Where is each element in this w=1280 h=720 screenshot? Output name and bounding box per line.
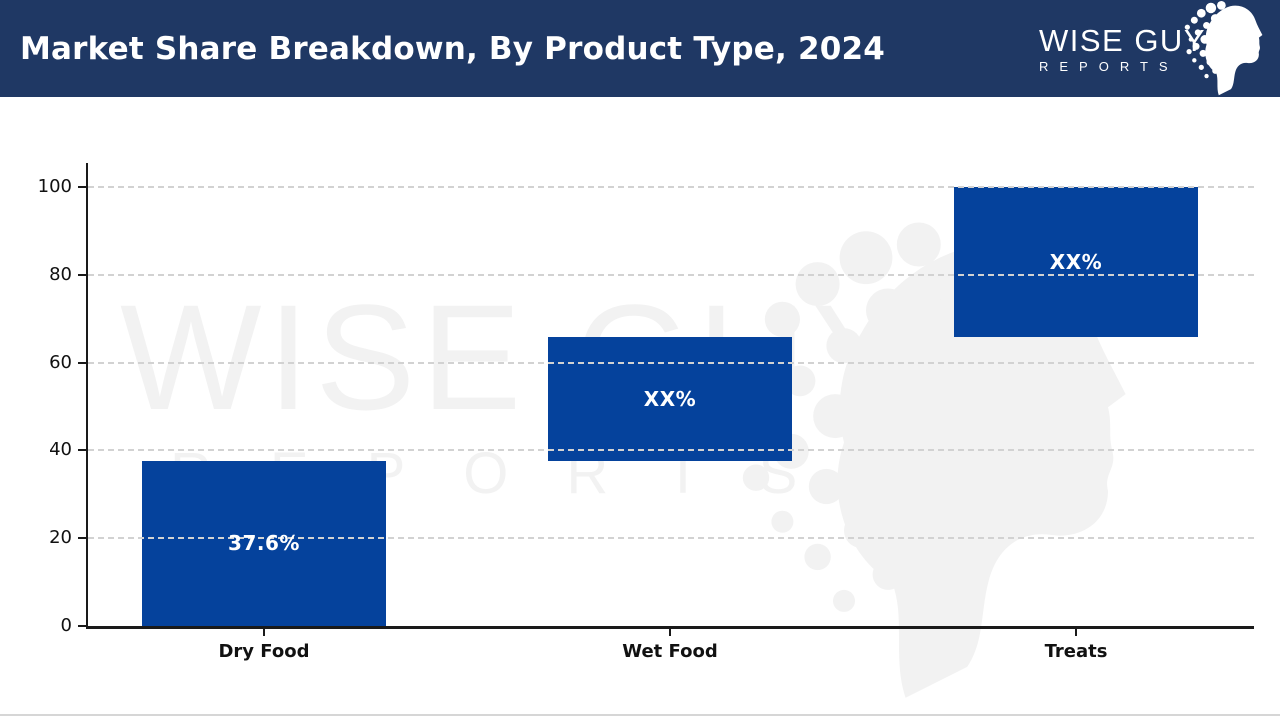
- logo-wordmark: WISE GUY REPORTS: [1039, 25, 1206, 73]
- x-tick-dry-food: [263, 629, 265, 636]
- y-tick-20: [78, 537, 86, 540]
- y-axis-tick-label-60: 60: [49, 351, 72, 373]
- header-banner: Market Share Breakdown, By Product Type,…: [0, 0, 1280, 97]
- bar-value-label-wet-food: XX%: [643, 387, 697, 412]
- y-tick-100: [78, 186, 86, 188]
- y-axis-tick-label-80: 80: [49, 263, 72, 285]
- chart-canvas: WISE GUY REPORTS 37.6% XX% XX% 0 20 40 60 80 100…: [0, 97, 1280, 720]
- x-tick-treats: [1075, 629, 1077, 636]
- y-gridline-100: [88, 186, 1254, 188]
- y-axis-tick-label-100: 100: [37, 176, 72, 197]
- y-axis-tick-label-20: 20: [49, 527, 72, 549]
- y-gridline-40: [88, 449, 1254, 452]
- bar-dry-food: [142, 460, 386, 626]
- y-axis-tick-label-0: 0: [60, 615, 72, 636]
- bar-wet-food: [548, 337, 792, 461]
- bar-value-label-treats: XX%: [1049, 250, 1103, 275]
- x-axis-line: [86, 626, 1254, 629]
- y-gridline-80: [88, 273, 1254, 276]
- category-label-dry-food: Dry Food: [218, 641, 310, 662]
- logo-line1: WISE GUY: [1038, 22, 1206, 58]
- logo-face-icon: [1184, 0, 1263, 95]
- y-gridline-20: [88, 537, 1254, 540]
- y-gridline-60: [88, 361, 1254, 364]
- y-tick-0: [78, 625, 86, 627]
- chart-title: Market Share Breakdown, By Product Type,…: [20, 30, 886, 67]
- y-axis-tick-label-40: 40: [49, 439, 72, 461]
- y-tick-80: [78, 273, 86, 276]
- x-tick-wet-food: [669, 629, 671, 636]
- y-tick-40: [78, 449, 86, 452]
- y-axis-line: [86, 163, 88, 629]
- category-label-treats: Treats: [1044, 641, 1108, 662]
- bar-treats: [954, 187, 1198, 338]
- category-label-wet-food: Wet Food: [622, 641, 718, 662]
- logo-line2: REPORTS: [1038, 58, 1179, 74]
- bar-value-label-dry-food: 37.6%: [228, 531, 300, 556]
- bottom-divider: [0, 714, 1280, 716]
- y-tick-60: [78, 361, 86, 364]
- wise-guy-logo: WISE GUY REPORTS: [1039, 0, 1270, 97]
